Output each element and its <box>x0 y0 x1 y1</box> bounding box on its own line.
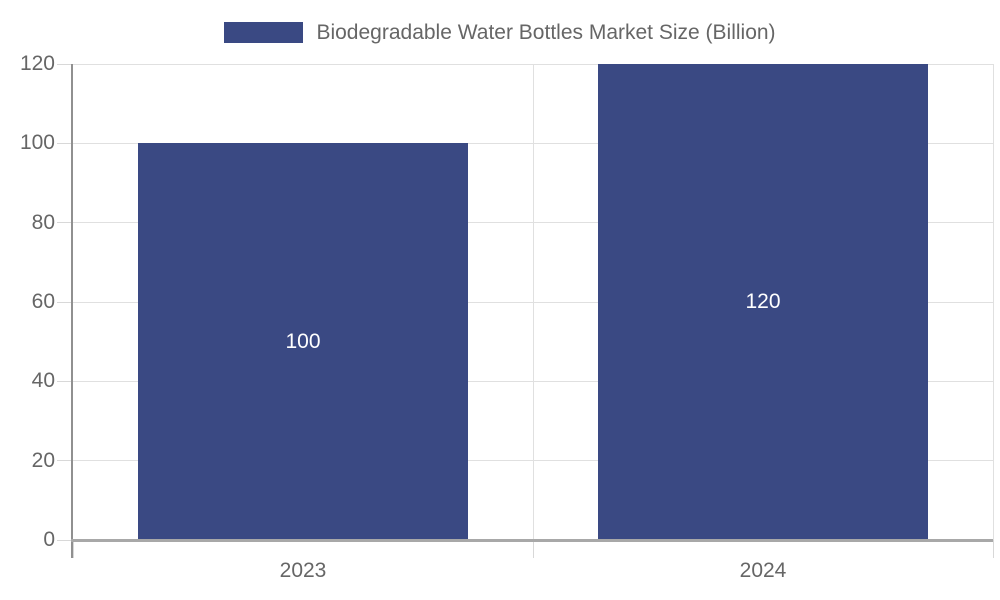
x-axis-line <box>71 539 993 542</box>
gridline-vertical <box>992 64 994 540</box>
y-tick-label: 60 <box>31 290 55 313</box>
y-axis-tick <box>57 539 73 541</box>
y-axis-tick <box>57 380 73 382</box>
legend-label: Biodegradable Water Bottles Market Size … <box>316 21 776 44</box>
bar: 120 <box>598 64 928 540</box>
y-axis-tick <box>57 222 73 224</box>
y-tick-label: 100 <box>19 131 55 155</box>
y-axis-tick <box>57 460 73 462</box>
y-tick-label: 20 <box>31 448 55 472</box>
y-tick-label: 0 <box>43 528 55 551</box>
bar-value-label: 100 <box>285 329 321 353</box>
x-tick-label: 2023 <box>279 559 327 582</box>
y-tick-label: 120 <box>19 52 55 75</box>
x-tick-label: 2024 <box>739 559 787 582</box>
x-axis-tick <box>532 540 534 558</box>
y-tick-label: 80 <box>31 210 55 234</box>
y-axis-line <box>71 64 73 558</box>
bar: 100 <box>138 143 468 540</box>
legend-swatch <box>224 22 304 43</box>
y-tick-label: 40 <box>31 369 55 393</box>
gridline-vertical <box>532 64 534 540</box>
x-axis-tick <box>992 540 994 558</box>
bar-value-label: 120 <box>745 290 781 313</box>
y-axis-tick <box>57 301 73 303</box>
y-axis-tick <box>57 63 73 65</box>
legend: Biodegradable Water Bottles Market Size … <box>0 19 1000 46</box>
x-axis-tick <box>72 540 74 558</box>
y-axis-tick <box>57 142 73 144</box>
